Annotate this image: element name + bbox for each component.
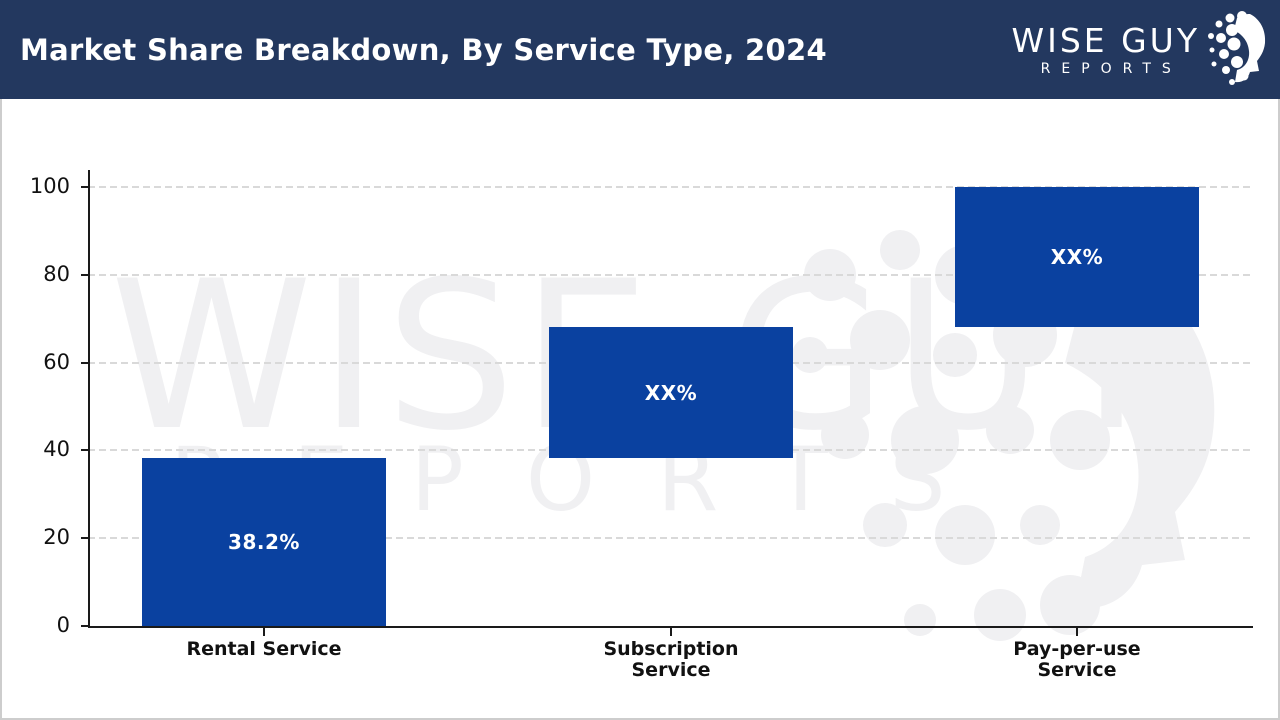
x-axis-label-pay-per-use-service: Pay-per-use Service (1013, 638, 1141, 681)
bar-value-label-rental-service: 38.2% (228, 530, 300, 555)
y-tick-mark-60 (81, 361, 88, 364)
y-tick-mark-20 (81, 537, 88, 540)
x-tick-mark-rental-service (263, 628, 265, 636)
y-tick-mark-100 (81, 186, 88, 188)
brand-logo-text: WISE GUY REPORTS (1011, 24, 1200, 76)
bar-pay-per-use-service: XX% (955, 187, 1199, 328)
gridline-80 (88, 273, 1253, 276)
gridline-100 (88, 186, 1253, 188)
y-tick-label-0: 0 (56, 613, 70, 637)
header-bar: Market Share Breakdown, By Service Type,… (0, 0, 1280, 99)
bar-value-label-subscription-service: XX% (644, 380, 698, 405)
bar-rental-service: 38.2% (142, 458, 386, 626)
y-tick-label-80: 80 (43, 261, 70, 286)
bar-subscription-service: XX% (549, 327, 793, 459)
gridline-20 (88, 537, 1253, 540)
y-tick-label-20: 20 (43, 525, 70, 550)
page-title: Market Share Breakdown, By Service Type,… (20, 32, 827, 67)
y-tick-mark-0 (81, 625, 88, 627)
y-tick-mark-40 (81, 449, 88, 452)
y-axis-line (88, 170, 90, 628)
logo-wiseguy-text: WISE GUY (1011, 21, 1200, 60)
y-tick-label-100: 100 (29, 174, 70, 198)
y-tick-mark-80 (81, 273, 88, 276)
x-axis-label-subscription-service: Subscription Service (603, 638, 739, 681)
x-axis-label-rental-service: Rental Service (186, 638, 342, 660)
x-tick-mark-subscription-service (670, 628, 672, 636)
bar-value-label-pay-per-use-service: XX% (1050, 245, 1104, 270)
x-tick-mark-pay-per-use-service (1076, 628, 1078, 636)
brand-logo: WISE GUY REPORTS (1011, 6, 1268, 94)
logo-reports-text: REPORTS (1040, 61, 1182, 77)
x-axis-line (88, 626, 1253, 628)
y-tick-label-60: 60 (43, 349, 70, 374)
logo-face-icon (1208, 11, 1266, 85)
y-tick-label-40: 40 (43, 437, 70, 462)
